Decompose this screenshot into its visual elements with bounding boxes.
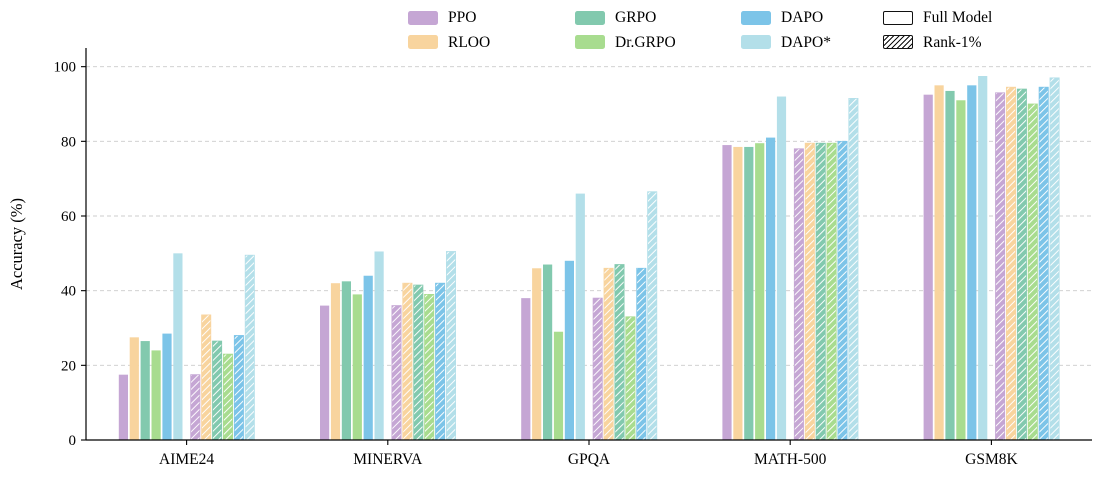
y-tick-label-60: 60	[61, 209, 76, 225]
y-tick-label-40: 40	[61, 284, 76, 300]
legend-label: DAPO*	[781, 33, 831, 51]
bar-rank1-dapo-aime24	[233, 335, 244, 441]
bar-full-rloo-gpqa	[532, 268, 542, 440]
bar-full-ppo-minerva	[320, 305, 330, 440]
legend-swatch-grpo	[575, 10, 605, 25]
legend-swatch-dapo	[741, 10, 771, 25]
bar-rank1-ppo-gpqa	[592, 297, 603, 441]
chart-legend: PPO GRPO DAPO Full Model RLOO Dr.GRPO DAPO* Ran…	[408, 10, 992, 50]
bar-rank1-grpo-aime24	[212, 340, 223, 441]
legend-item-dr-grpo: Dr.GRPO	[575, 33, 741, 51]
legend-swatch-dapo	[741, 35, 771, 50]
bar-full-dapo-gsm8k	[978, 76, 988, 440]
legend-item-full-model: Full Model	[883, 10, 992, 26]
bar-full-rloo-aime24	[129, 337, 139, 440]
legend-label: GRPO	[615, 9, 657, 26]
bar-rank1-rloo-gsm8k	[1006, 86, 1017, 441]
legend-item-dapo: DAPO	[741, 10, 883, 26]
legend-label: Dr.GRPO	[615, 33, 676, 51]
bar-full-dapo-minerva	[363, 275, 373, 440]
bar-rank1-dr-grpo-aime24	[222, 353, 233, 441]
bar-rank1-dapo-minerva	[445, 251, 456, 441]
bar-rank1-grpo-minerva	[413, 284, 424, 441]
bar-full-dr-grpo-aime24	[151, 350, 161, 440]
bar-rank1-ppo-math-500	[793, 148, 804, 441]
legend-item-rank-1: Rank-1%	[883, 33, 992, 51]
legend-swatch-rank-1	[883, 35, 913, 50]
bar-rank1-rloo-aime24	[201, 314, 212, 441]
legend-label: Rank-1%	[923, 33, 982, 51]
bar-full-dr-grpo-gpqa	[553, 331, 564, 440]
bar-full-grpo-gsm8k	[945, 90, 955, 441]
bar-full-dr-grpo-gsm8k	[956, 100, 966, 441]
bar-rank1-dapo-gsm8k	[1049, 77, 1060, 441]
bar-rank1-ppo-aime24	[190, 374, 201, 441]
bar-rank1-dapo-gpqa	[636, 267, 647, 441]
bar-rank1-dapo-minerva	[435, 282, 446, 441]
y-axis-label: Accuracy (%)	[7, 198, 26, 290]
bar-full-dr-grpo-minerva	[352, 294, 362, 440]
bar-rank1-dr-grpo-gpqa	[625, 316, 636, 441]
bar-full-ppo-aime24	[118, 374, 128, 440]
x-category-label-aime24: AIME24	[159, 451, 214, 468]
bar-full-ppo-math-500	[722, 145, 732, 440]
bar-rank1-grpo-gsm8k	[1016, 88, 1027, 441]
bar-rank1-grpo-math-500	[815, 142, 826, 441]
bar-full-grpo-gpqa	[543, 264, 553, 440]
x-category-label-gsm8k: GSM8K	[965, 451, 1018, 468]
bar-full-ppo-gpqa	[521, 298, 531, 440]
bar-rank1-dr-grpo-math-500	[826, 142, 837, 441]
y-tick-label-100: 100	[54, 60, 77, 76]
legend-label: PPO	[448, 9, 477, 26]
legend-label: RLOO	[448, 33, 491, 51]
bar-full-dapo-gpqa	[575, 193, 585, 440]
legend-swatch-full-model	[883, 10, 913, 25]
bar-rank1-dapo-math-500	[837, 140, 848, 441]
y-tick-label-20: 20	[61, 358, 76, 374]
bar-full-dapo-gpqa	[564, 260, 574, 440]
bar-full-grpo-aime24	[140, 341, 150, 440]
bar-full-dapo-gsm8k	[967, 85, 977, 440]
bar-full-dapo-minerva	[374, 251, 384, 440]
bar-full-grpo-minerva	[341, 281, 351, 440]
y-tick-label-80: 80	[61, 134, 76, 150]
bar-full-rloo-math-500	[733, 146, 743, 440]
bar-full-dapo-aime24	[162, 333, 172, 440]
legend-item-ppo: PPO	[408, 10, 575, 26]
legend-item-dapo: DAPO*	[741, 33, 883, 51]
bar-rank1-grpo-gpqa	[614, 264, 625, 441]
x-category-label-minerva: MINERVA	[353, 451, 423, 468]
bar-rank1-ppo-gsm8k	[995, 92, 1006, 441]
bar-full-dapo-math-500	[766, 137, 776, 440]
y-tick-label-0: 0	[69, 433, 77, 449]
bar-rank1-rloo-math-500	[804, 142, 815, 441]
legend-label: DAPO	[781, 9, 824, 26]
legend-swatch-ppo	[408, 10, 438, 25]
legend-item-grpo: GRPO	[575, 10, 741, 26]
bar-full-rloo-gsm8k	[934, 85, 944, 440]
bar-full-grpo-math-500	[744, 146, 754, 440]
bar-rank1-ppo-minerva	[391, 305, 402, 441]
x-category-label-gpqa: GPQA	[568, 451, 611, 468]
legend-item-rloo: RLOO	[408, 33, 575, 51]
x-category-label-math-500: MATH-500	[754, 451, 827, 468]
legend-swatch-dr-grpo	[575, 35, 605, 50]
legend-swatch-rloo	[408, 35, 438, 50]
bar-rank1-rloo-gpqa	[603, 267, 614, 441]
bar-rank1-dr-grpo-gsm8k	[1027, 103, 1038, 441]
bar-rank1-dr-grpo-minerva	[424, 293, 435, 441]
legend-label: Full Model	[923, 9, 993, 26]
bar-full-dr-grpo-math-500	[755, 143, 765, 440]
bar-rank1-dapo-gpqa	[647, 191, 658, 441]
bar-full-rloo-minerva	[330, 283, 341, 440]
bar-rank1-dapo-gsm8k	[1038, 86, 1049, 441]
bar-full-ppo-gsm8k	[923, 94, 933, 441]
bar-full-dapo-aime24	[173, 253, 183, 440]
bar-rank1-rloo-minerva	[402, 282, 413, 441]
bar-rank1-dapo-aime24	[244, 254, 255, 441]
bar-full-dapo-math-500	[776, 96, 787, 440]
bar-rank1-dapo-math-500	[848, 98, 859, 441]
